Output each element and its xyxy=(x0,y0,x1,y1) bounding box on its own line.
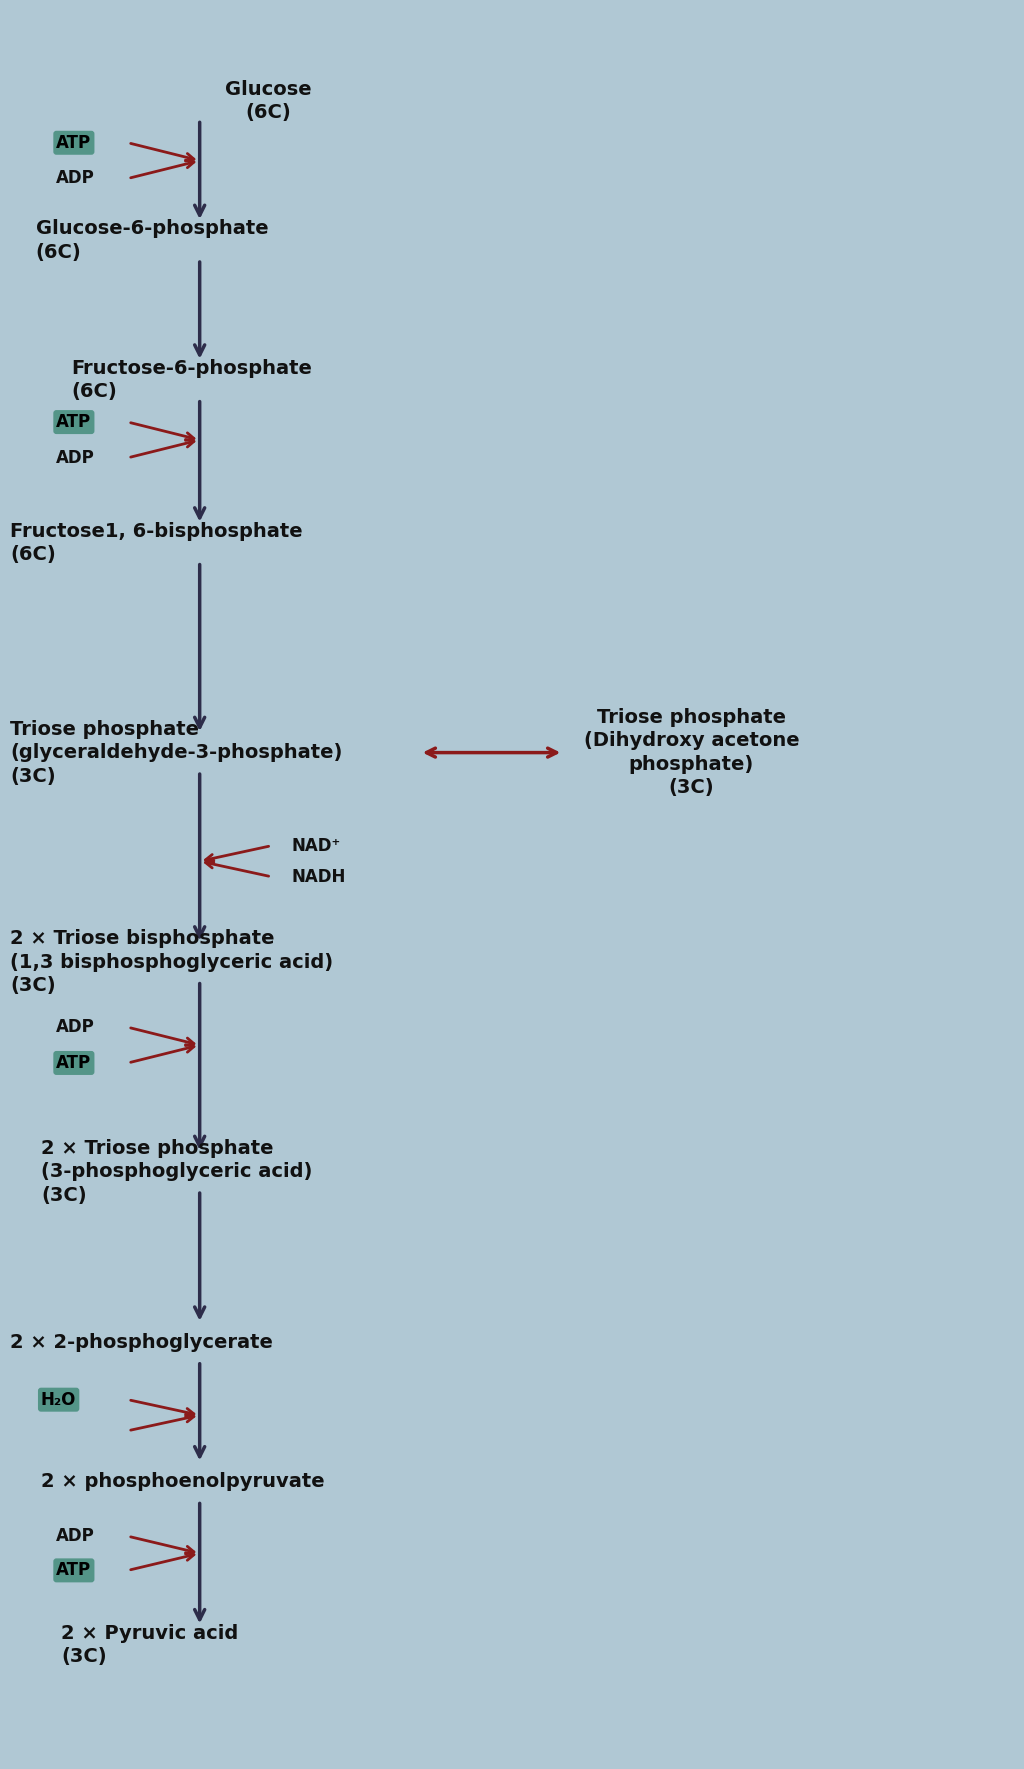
Text: ATP: ATP xyxy=(56,1054,91,1072)
Text: ADP: ADP xyxy=(56,170,95,188)
Text: H₂O: H₂O xyxy=(41,1390,77,1408)
Text: ADP: ADP xyxy=(56,1527,95,1546)
Text: Triose phosphate
(Dihydroxy acetone
phosphate)
(3C): Triose phosphate (Dihydroxy acetone phos… xyxy=(584,708,800,798)
Text: Glucose-6-phosphate
(6C): Glucose-6-phosphate (6C) xyxy=(36,219,268,262)
Text: 2 × 2-phosphoglycerate: 2 × 2-phosphoglycerate xyxy=(10,1332,273,1352)
Text: Triose phosphate
(glyceraldehyde-3-phosphate)
(3C): Triose phosphate (glyceraldehyde-3-phosp… xyxy=(10,720,343,785)
Text: ADP: ADP xyxy=(56,1019,95,1037)
Text: 2 × Triose bisphosphate
(1,3 bisphosphoglyceric acid)
(3C): 2 × Triose bisphosphate (1,3 bisphosphog… xyxy=(10,929,334,996)
Text: Fructose-6-phosphate
(6C): Fructose-6-phosphate (6C) xyxy=(72,359,312,402)
Text: Fructose1, 6-bisphosphate
(6C): Fructose1, 6-bisphosphate (6C) xyxy=(10,522,303,564)
Text: 2 × Pyruvic acid
(3C): 2 × Pyruvic acid (3C) xyxy=(61,1624,239,1666)
Text: 2 × Triose phosphate
(3-phosphoglyceric acid)
(3C): 2 × Triose phosphate (3-phosphoglyceric … xyxy=(41,1139,312,1205)
Text: NAD⁺: NAD⁺ xyxy=(292,837,341,854)
Text: ATP: ATP xyxy=(56,134,91,152)
Text: ADP: ADP xyxy=(56,449,95,467)
Text: ATP: ATP xyxy=(56,414,91,432)
Text: NADH: NADH xyxy=(292,869,346,886)
Text: Glucose
(6C): Glucose (6C) xyxy=(225,80,312,122)
Text: 2 × phosphoenolpyruvate: 2 × phosphoenolpyruvate xyxy=(41,1472,325,1491)
Text: ATP: ATP xyxy=(56,1562,91,1580)
